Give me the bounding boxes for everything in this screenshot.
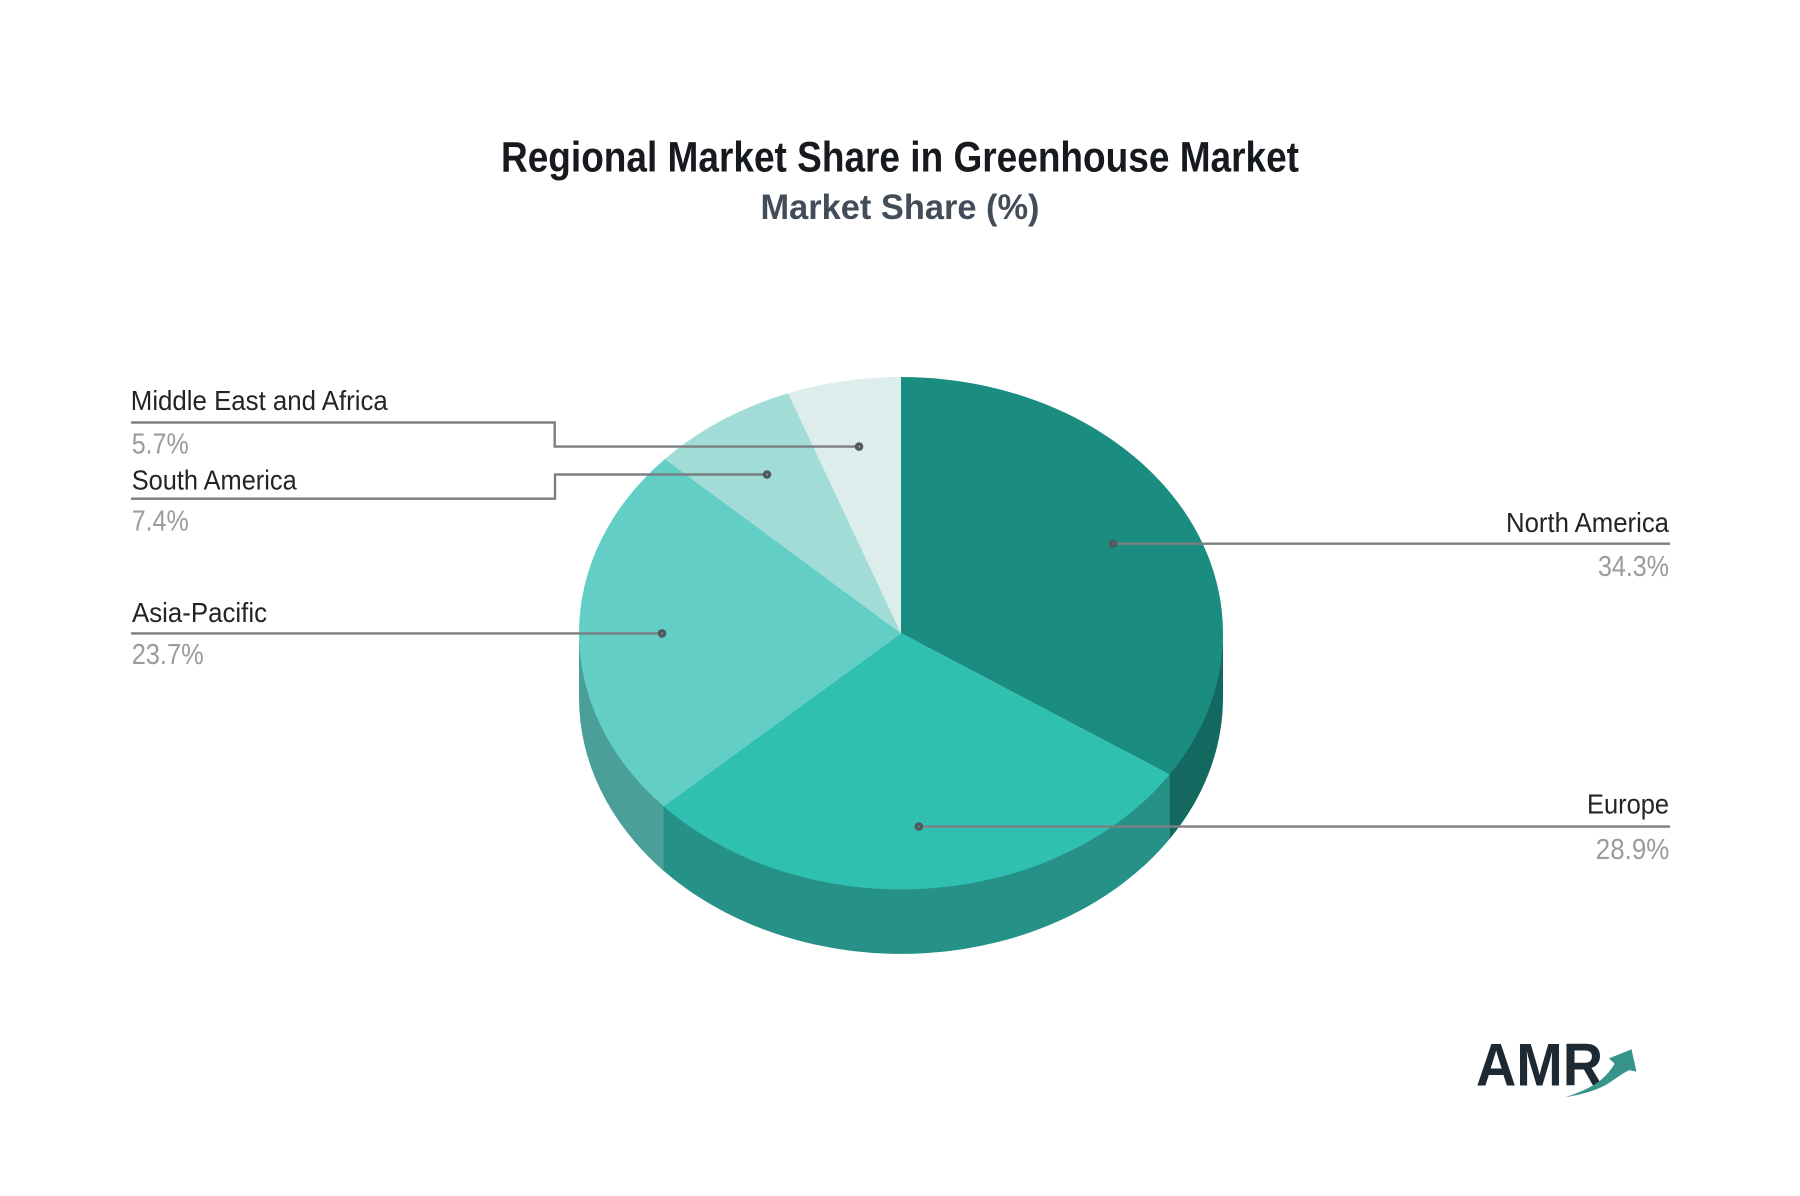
svg-text:7.4%: 7.4%: [132, 505, 189, 537]
svg-text:AMR: AMR: [1476, 1032, 1603, 1099]
svg-text:34.3%: 34.3%: [1598, 551, 1669, 583]
svg-text:Asia-Pacific: Asia-Pacific: [132, 597, 267, 628]
svg-text:Europe: Europe: [1587, 789, 1669, 820]
svg-text:Market Share (%): Market Share (%): [761, 188, 1040, 227]
svg-text:South America: South America: [132, 465, 297, 496]
svg-text:28.9%: 28.9%: [1596, 834, 1670, 866]
svg-text:5.7%: 5.7%: [132, 428, 189, 460]
svg-text:Middle East and Africa: Middle East and Africa: [131, 385, 388, 416]
svg-text:23.7%: 23.7%: [132, 639, 204, 671]
svg-text:Regional Market Share in Green: Regional Market Share in Greenhouse Mark…: [501, 134, 1299, 182]
svg-text:North America: North America: [1506, 507, 1669, 538]
